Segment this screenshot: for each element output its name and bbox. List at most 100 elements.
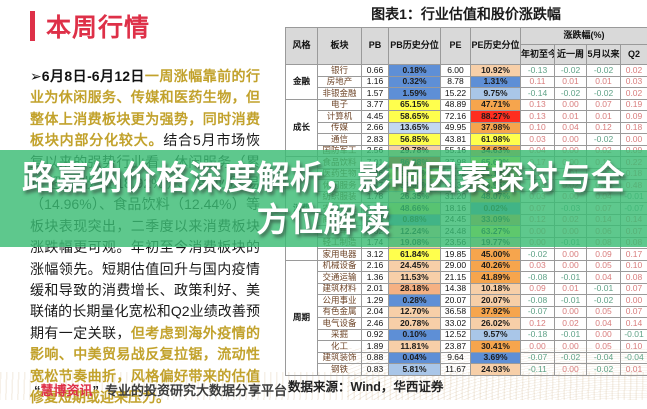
change-value-cell: -0.01 — [621, 329, 647, 341]
pb-percentile-cell: 12.24% — [389, 226, 441, 238]
pe-value-cell: 43.81 — [441, 134, 471, 146]
pe-value-cell: 8.78 — [441, 76, 471, 88]
change-value-cell: -0.01 — [621, 191, 647, 203]
pb-percentile-cell: 61.84% — [389, 249, 441, 261]
column-header: 风格 — [286, 28, 318, 65]
change-value-cell: 0.01 — [555, 111, 587, 123]
change-value-cell: 0.04 — [587, 272, 621, 284]
column-header: PB历史分位 — [389, 28, 441, 65]
change-value-cell: 0.08 — [621, 237, 647, 249]
change-value-cell: 0.06 — [587, 226, 621, 238]
change-value-cell: 0.07 — [621, 226, 647, 238]
change-value-cell: 0.07 — [587, 203, 621, 215]
change-value-cell: 0.04 — [587, 191, 621, 203]
sector-name-cell: 农林牧渔 — [318, 203, 362, 215]
pb-value-cell: 2.83 — [362, 134, 389, 146]
pb-value-cell: 1.78 — [362, 191, 389, 203]
change-value-cell: 0.03 — [621, 76, 647, 88]
change-value-cell: 0.18 — [621, 122, 647, 134]
style-group-cell: 成长 — [286, 99, 318, 157]
pb-percentile-cell: 65.15% — [389, 99, 441, 111]
pe-value-cell: 33.02 — [441, 318, 471, 330]
pe-percentile-cell: 63.27% — [471, 226, 521, 238]
pe-percentile-cell: 24.93% — [471, 364, 521, 376]
sector-name-cell: 休闲服务 — [318, 180, 362, 192]
pb-value-cell: 0.88 — [362, 352, 389, 364]
change-value-cell: -0.02 — [587, 364, 621, 376]
change-value-cell: 0.00 — [555, 364, 587, 376]
pe-value-cell: 72.16 — [441, 111, 471, 123]
pe-value-cell: 24.48 — [441, 226, 471, 238]
change-value-cell: 0.07 — [621, 283, 647, 295]
change-value-cell: 0.01 — [555, 168, 587, 180]
change-value-cell: 0.00 — [555, 191, 587, 203]
change-value-cell: 0.48 — [621, 180, 647, 192]
change-value-cell: 0.01 — [621, 364, 647, 376]
pb-percentile-cell: 48.66% — [389, 203, 441, 215]
pb-value-cell: 1.29 — [362, 295, 389, 307]
change-value-cell: 0.00 — [555, 249, 587, 261]
data-source-note: 数据来源：Wind，华西证券 — [288, 376, 443, 395]
change-value-cell: 0.04 — [555, 122, 587, 134]
change-value-cell: 0.05 — [587, 341, 621, 353]
sector-name-cell: 家用电器 — [318, 249, 362, 261]
pb-percentile-cell: 0.28% — [389, 295, 441, 307]
pb-percentile-cell: 26.35% — [389, 191, 441, 203]
change-value-cell: -0.02 — [521, 249, 555, 261]
change-value-cell: 0.00 — [555, 226, 587, 238]
pe-value-cell: 6.00 — [441, 65, 471, 77]
pe-value-cell: 24.45 — [441, 214, 471, 226]
pe-percentile-cell: 65.60% — [471, 157, 521, 169]
sector-name-cell: 建筑材料 — [318, 283, 362, 295]
column-header: PE历史分位 — [471, 28, 521, 65]
pb-value-cell: 2.46 — [362, 318, 389, 330]
pb-percentile-cell: 12.70% — [389, 306, 441, 318]
paragraph-segment: 结合5月市场恢复以来的强势行业看，休闲服务（累计超额收益18.92%）、商业贸易… — [30, 132, 260, 341]
sector-name-cell: 建筑装饰 — [318, 352, 362, 364]
pb-value-cell: 1.92 — [362, 214, 389, 226]
pb-value-cell: 1.89 — [362, 341, 389, 353]
change-value-cell: 0.13 — [521, 99, 555, 111]
pb-percentile-cell: 0.18% — [389, 65, 441, 77]
section-title: 本周行情 — [46, 8, 150, 44]
sector-name-cell: 通信 — [318, 134, 362, 146]
pb-value-cell: 3.12 — [362, 249, 389, 261]
change-value-cell: -0.04 — [621, 352, 647, 364]
pe-percentile-cell: 71.12% — [471, 168, 521, 180]
pe-value-cell: 19.85 — [441, 249, 471, 261]
change-value-cell: 0.08 — [621, 272, 647, 284]
pb-value-cell: 0.83 — [362, 364, 389, 376]
change-value-cell: 0.00 — [521, 237, 555, 249]
pb-percentile-cell: 58.65% — [389, 111, 441, 123]
change-value-cell: 0.19 — [621, 99, 647, 111]
pe-percentile-cell: 37.92% — [471, 306, 521, 318]
change-value-cell: -0.01 — [555, 272, 587, 284]
change-value-cell: 0.18 — [621, 168, 647, 180]
sector-name-cell: 电子 — [318, 99, 362, 111]
change-value-cell: 0.02 — [621, 65, 647, 77]
pe-percentile-cell: 40.26% — [471, 260, 521, 272]
change-value-cell: 0.00 — [555, 134, 587, 146]
change-value-cell: 0.09 — [621, 145, 647, 157]
change-value-cell: 0.07 — [587, 99, 621, 111]
change-value-cell: 0.02 — [555, 214, 587, 226]
pe-percentile-cell: 88.27% — [471, 111, 521, 123]
pe-percentile-cell: 48.07% — [471, 191, 521, 203]
style-group-cell: 周期 — [286, 260, 318, 375]
pe-value-cell: 21.15 — [441, 272, 471, 284]
pb-value-cell: 1.74 — [362, 237, 389, 249]
sector-name-cell: 非银金融 — [318, 88, 362, 100]
pb-percentile-cell: 0.32% — [389, 76, 441, 88]
change-value-cell: 0.14 — [621, 214, 647, 226]
change-value-cell: -0.02 — [587, 295, 621, 307]
change-value-cell: 0.03 — [521, 260, 555, 272]
pe-percentile-cell: 9.75% — [471, 88, 521, 100]
sector-name-cell: 轻工制造 — [318, 237, 362, 249]
pb-percentile-cell: 28.18% — [389, 283, 441, 295]
pe-value-cell: 20.07 — [441, 295, 471, 307]
